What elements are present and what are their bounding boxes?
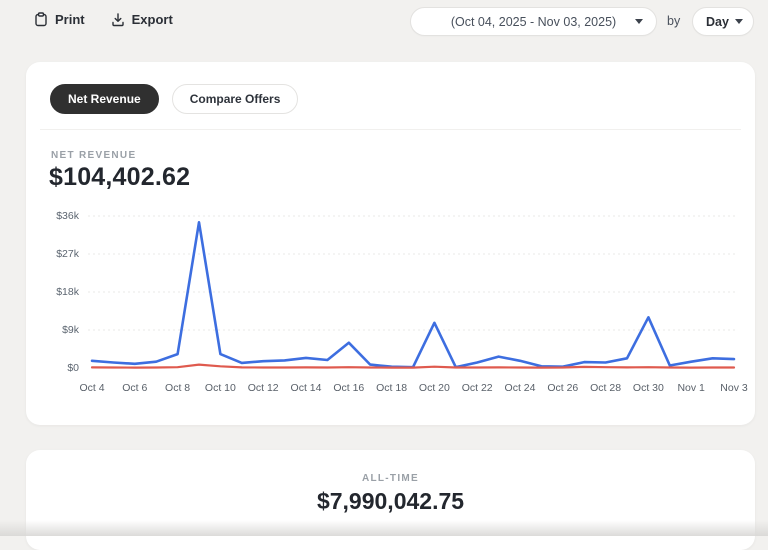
metric-label: NET REVENUE bbox=[51, 150, 137, 161]
export-label: Export bbox=[131, 12, 173, 27]
revenue-chart-svg bbox=[88, 215, 738, 369]
all-time-label: ALL-TIME bbox=[361, 473, 420, 484]
metric-tabs: Net Revenue Compare Offers bbox=[50, 84, 299, 114]
topbar: Print Export (Oct 04, 2025 - Nov 03, 202… bbox=[0, 0, 768, 44]
x-axis-tick-label: Oct 14 bbox=[290, 382, 322, 394]
all-time-value: $7,990,042.75 bbox=[316, 488, 465, 514]
metric-value: $104,402.62 bbox=[49, 163, 191, 191]
export-button[interactable]: Export bbox=[111, 12, 173, 27]
print-button[interactable]: Print bbox=[34, 12, 85, 27]
granularity-value: Day bbox=[706, 14, 729, 29]
x-axis-tick-label: Oct 10 bbox=[204, 382, 236, 394]
x-axis-tick-label: Oct 28 bbox=[590, 382, 622, 394]
y-axis-tick-label: $36k bbox=[56, 210, 79, 222]
by-label: by bbox=[667, 14, 681, 28]
x-axis-tick-label: Oct 16 bbox=[333, 382, 365, 394]
download-icon bbox=[111, 12, 125, 27]
date-range-select[interactable]: (Oct 04, 2025 - Nov 03, 2025) bbox=[410, 7, 657, 36]
x-axis-tick-label: Oct 18 bbox=[376, 382, 408, 394]
x-axis-tick-label: Oct 24 bbox=[504, 382, 536, 394]
x-axis-tick-label: Oct 12 bbox=[247, 382, 279, 394]
card-divider bbox=[40, 129, 741, 130]
tab-net-revenue[interactable]: Net Revenue bbox=[50, 84, 159, 114]
secondary-line bbox=[90, 363, 736, 369]
x-axis-tick-label: Oct 22 bbox=[461, 382, 493, 394]
y-axis-tick-label: $18k bbox=[56, 286, 79, 298]
net-revenue-card: Net Revenue Compare Offers NET REVENUE $… bbox=[26, 62, 755, 425]
y-axis-tick-label: $0 bbox=[67, 362, 79, 374]
x-axis-tick-label: Oct 4 bbox=[79, 382, 105, 394]
chevron-down-icon bbox=[635, 19, 643, 24]
print-label: Print bbox=[55, 12, 85, 27]
x-axis-tick-label: Oct 26 bbox=[547, 382, 579, 394]
y-axis: $0 $9k $18k $27k $36k bbox=[26, 210, 79, 376]
y-axis-tick-label: $9k bbox=[62, 324, 79, 336]
date-range-value: (Oct 04, 2025 - Nov 03, 2025) bbox=[450, 14, 617, 29]
chevron-down-icon bbox=[735, 19, 743, 24]
net-revenue-line bbox=[90, 221, 736, 369]
x-axis-tick-label: Nov 1 bbox=[677, 382, 705, 394]
print-icon bbox=[34, 12, 48, 27]
granularity-select[interactable]: Day bbox=[692, 7, 754, 36]
net-revenue-chart: $0 $9k $18k $27k $36k Oct 4 Oct 6 Oct 8 Oct 10 O… bbox=[26, 62, 755, 425]
x-axis-tick-label: Oct 30 bbox=[632, 382, 664, 394]
y-axis-tick-label: $27k bbox=[56, 248, 79, 260]
x-axis: Oct 4 Oct 6 Oct 8 Oct 10 Oct 12 Oct 14 Oct 16 O… bbox=[79, 382, 747, 396]
x-axis-tick-label: Oct 6 bbox=[122, 382, 148, 394]
x-axis-tick-label: Oct 8 bbox=[165, 382, 191, 394]
tab-compare-offers[interactable]: Compare Offers bbox=[171, 84, 299, 114]
x-axis-tick-label: Nov 3 bbox=[720, 382, 748, 394]
all-time-card: ALL-TIME $7,990,042.75 bbox=[26, 450, 755, 550]
x-axis-tick-label: Oct 20 bbox=[418, 382, 450, 394]
